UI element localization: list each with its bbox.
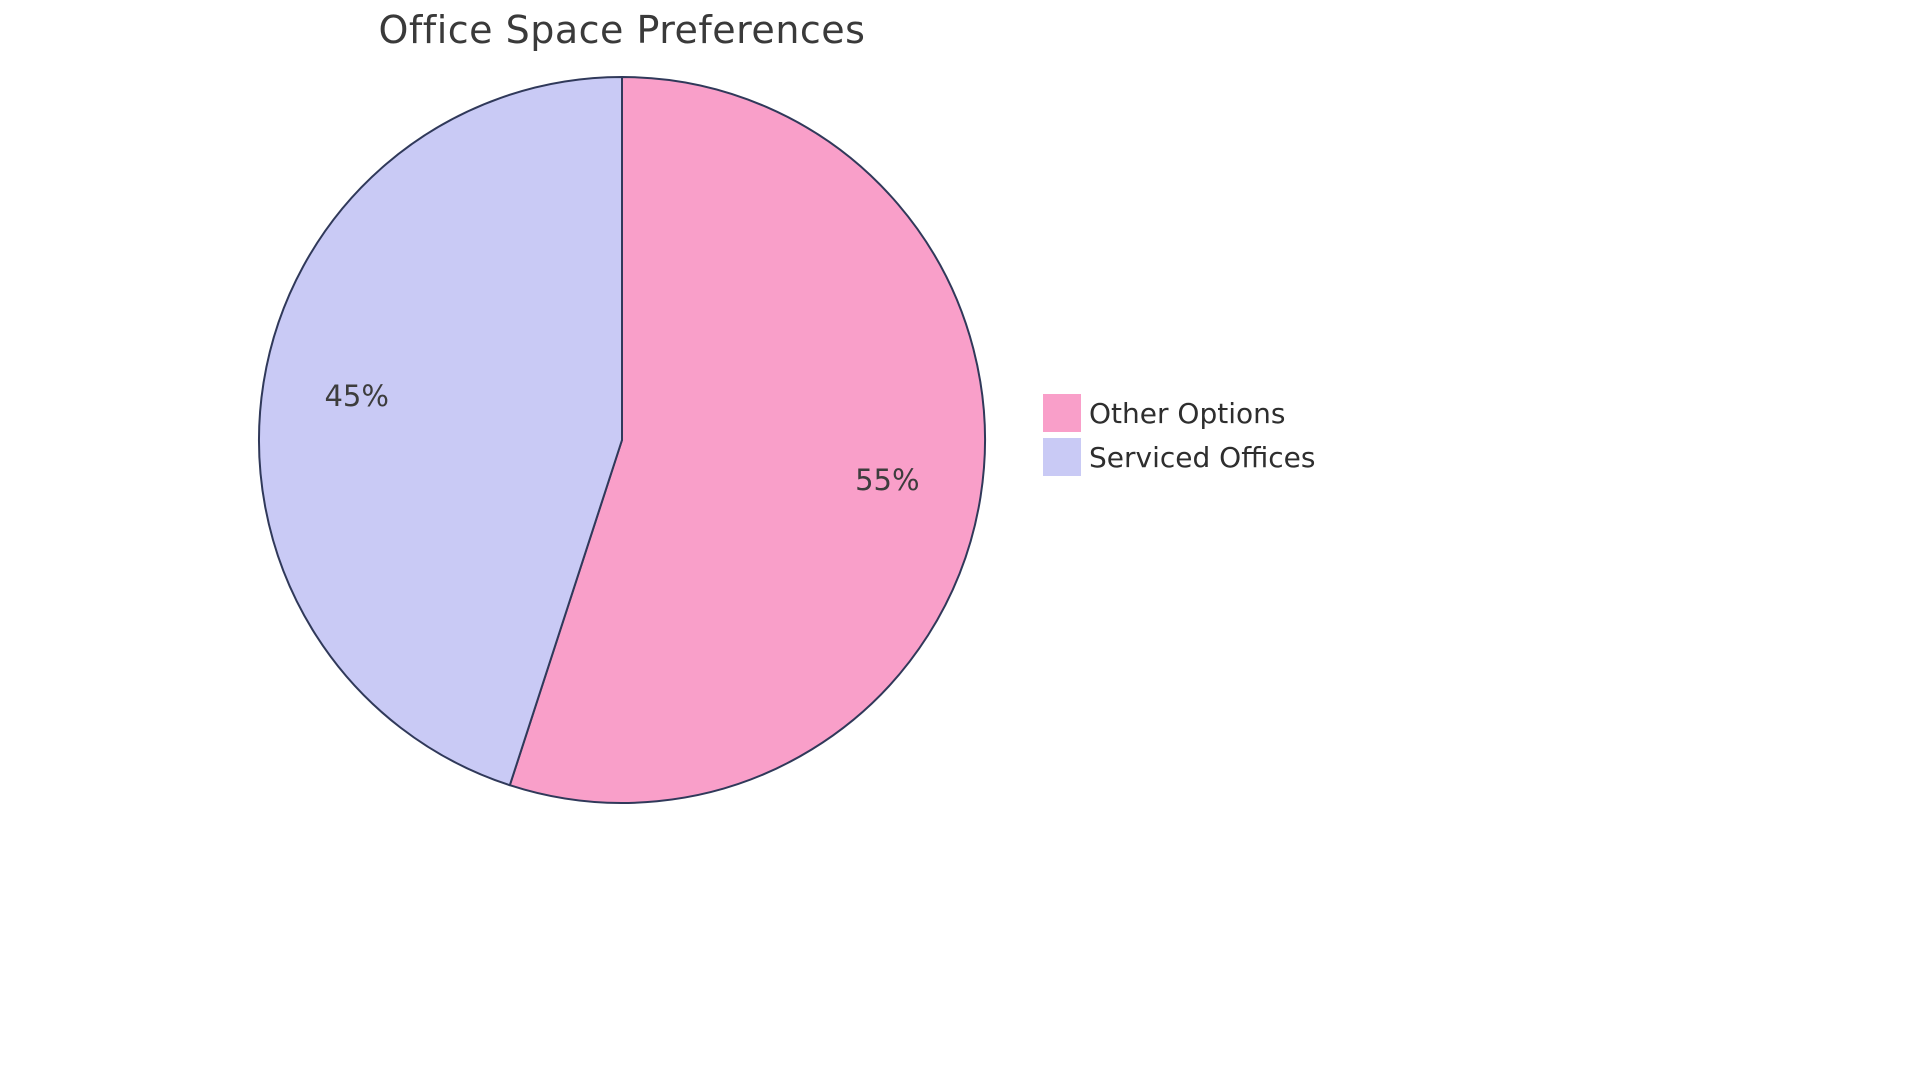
pie-slice-serviced-offices — [258, 76, 623, 787]
slice-label: 45% — [324, 379, 388, 413]
legend-label: Serviced Offices — [1089, 440, 1316, 474]
legend-item-other-options[interactable]: Other Options — [1043, 394, 1315, 432]
slice-label: 55% — [855, 463, 919, 497]
pie-chart: 55% 45% — [258, 76, 986, 804]
legend-swatch — [1043, 394, 1081, 432]
legend: Other Options Serviced Offices — [1043, 394, 1315, 476]
pie-slice-other-options — [508, 76, 986, 804]
legend-item-serviced-offices[interactable]: Serviced Offices — [1043, 438, 1315, 476]
chart-title: Office Space Preferences — [378, 8, 866, 52]
legend-swatch — [1043, 438, 1081, 476]
legend-label: Other Options — [1089, 396, 1286, 430]
